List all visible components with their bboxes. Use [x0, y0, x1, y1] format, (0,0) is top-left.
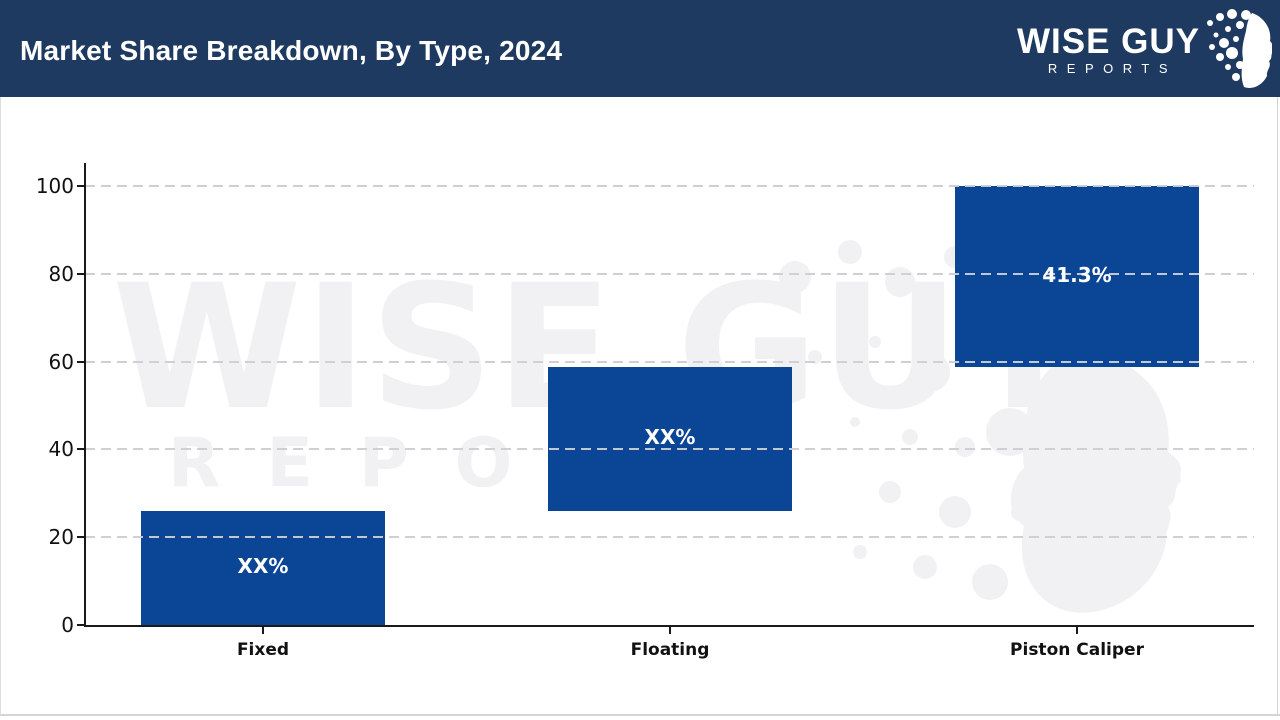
- bar-value-label: XX%: [644, 425, 696, 450]
- gridline: [85, 448, 1254, 451]
- left-hairline: [0, 97, 1, 715]
- logo-text: WISE GUY REPORTS: [1017, 24, 1200, 75]
- y-tick-mark: [77, 536, 85, 539]
- y-tick-label: 60: [48, 349, 74, 374]
- y-tick-label: 40: [48, 437, 74, 462]
- category-label: Floating: [630, 640, 710, 660]
- category-label: Fixed: [236, 640, 290, 660]
- category-label: Piston Caliper: [1010, 640, 1144, 660]
- y-tick-label: 80: [48, 261, 74, 286]
- bottom-hairline: [0, 714, 1280, 716]
- y-tick-mark: [77, 360, 85, 363]
- x-tick-mark: [262, 627, 264, 634]
- bar-value-label: XX%: [237, 553, 289, 578]
- gridline: [85, 360, 1254, 363]
- gridline: [85, 272, 1254, 275]
- bar-floating: [548, 367, 792, 511]
- gridline: [85, 185, 1254, 187]
- chart-title: Market Share Breakdown, By Type, 2024: [20, 35, 563, 66]
- logo-reports-label: REPORTS: [1047, 60, 1178, 76]
- y-axis-line: [84, 163, 86, 627]
- bar-value-label: 41.3%: [1042, 262, 1112, 287]
- right-hairline: [1277, 97, 1278, 715]
- logo-wise-guy-label: WISE GUY: [1016, 21, 1200, 61]
- x-tick-mark: [1076, 627, 1078, 634]
- logo-dotted-face-icon: [1207, 9, 1272, 88]
- y-tick-label: 20: [48, 525, 74, 550]
- header-bar: Market Share Breakdown, By Type, 2024 WI…: [0, 0, 1280, 97]
- bar-piston-caliper: [955, 186, 1199, 368]
- y-tick-label: 0: [61, 613, 74, 637]
- wise-guy-reports-logo: WISE GUY REPORTS: [1017, 8, 1272, 90]
- y-tick-mark: [77, 185, 85, 187]
- y-tick-mark: [77, 448, 85, 451]
- y-tick-mark: [77, 272, 85, 275]
- gridline: [85, 536, 1254, 539]
- y-tick-label: 100: [35, 174, 74, 198]
- x-tick-mark: [669, 627, 671, 634]
- x-axis-line: [84, 625, 1254, 627]
- y-tick-mark: [77, 624, 85, 626]
- bar-fixed: [141, 510, 385, 625]
